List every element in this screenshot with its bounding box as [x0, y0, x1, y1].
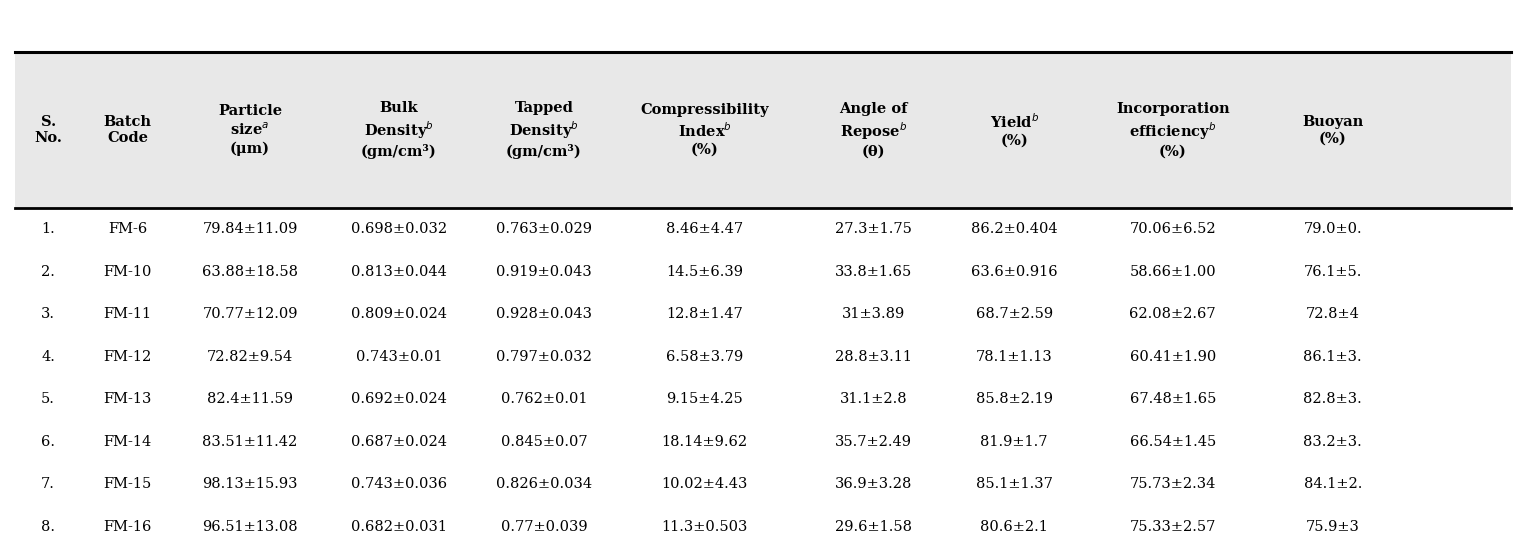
Text: 0.743±0.01: 0.743±0.01	[356, 349, 443, 363]
Text: 82.4±11.59: 82.4±11.59	[208, 392, 293, 406]
Text: 8.: 8.	[41, 519, 55, 534]
Text: 14.5±6.39: 14.5±6.39	[667, 265, 743, 279]
Text: 79.84±11.09: 79.84±11.09	[203, 222, 298, 236]
Text: 6.58±3.79: 6.58±3.79	[665, 349, 743, 363]
Text: 75.73±2.34: 75.73±2.34	[1129, 477, 1216, 491]
Bar	[15, 52, 1511, 208]
Text: 84.1±2.: 84.1±2.	[1303, 477, 1363, 491]
Text: 76.1±5.: 76.1±5.	[1303, 265, 1363, 279]
Text: 63.6±0.916: 63.6±0.916	[971, 265, 1058, 279]
Text: 80.6±2.1: 80.6±2.1	[980, 519, 1048, 534]
Text: 60.41±1.90: 60.41±1.90	[1129, 349, 1216, 363]
Text: FM-11: FM-11	[104, 307, 151, 321]
Text: 10.02±4.43: 10.02±4.43	[661, 477, 748, 491]
Text: 36.9±3.28: 36.9±3.28	[835, 477, 913, 491]
Text: 11.3±0.503: 11.3±0.503	[661, 519, 748, 534]
Text: S.
No.: S. No.	[34, 114, 63, 145]
Text: 0.845±0.07: 0.845±0.07	[501, 435, 588, 449]
Text: 31.1±2.8: 31.1±2.8	[839, 392, 908, 406]
Text: 0.743±0.036: 0.743±0.036	[351, 477, 447, 491]
Text: 8.46±4.47: 8.46±4.47	[667, 222, 743, 236]
Text: 70.06±6.52: 70.06±6.52	[1129, 222, 1216, 236]
Text: 0.919±0.043: 0.919±0.043	[496, 265, 592, 279]
Text: 67.48±1.65: 67.48±1.65	[1129, 392, 1216, 406]
Text: 0.826±0.034: 0.826±0.034	[496, 477, 592, 491]
Text: FM-12: FM-12	[104, 349, 151, 363]
Text: Batch
Code: Batch Code	[104, 114, 151, 145]
Text: 79.0±0.: 79.0±0.	[1303, 222, 1363, 236]
Text: 66.54±1.45: 66.54±1.45	[1129, 435, 1216, 449]
Text: 72.8±4: 72.8±4	[1306, 307, 1360, 321]
Text: Buoyan
(%): Buoyan (%)	[1302, 114, 1363, 145]
Text: 27.3±1.75: 27.3±1.75	[835, 222, 913, 236]
Text: 1.: 1.	[41, 222, 55, 236]
Text: 33.8±1.65: 33.8±1.65	[835, 265, 913, 279]
Text: 0.682±0.031: 0.682±0.031	[351, 519, 447, 534]
Text: 85.1±1.37: 85.1±1.37	[975, 477, 1053, 491]
Text: 9.15±4.25: 9.15±4.25	[667, 392, 743, 406]
Text: 0.809±0.024: 0.809±0.024	[351, 307, 447, 321]
Text: FM-15: FM-15	[104, 477, 151, 491]
Text: 0.763±0.029: 0.763±0.029	[496, 222, 592, 236]
Text: 63.88±18.58: 63.88±18.58	[201, 265, 298, 279]
Text: 83.51±11.42: 83.51±11.42	[203, 435, 298, 449]
Text: 4.: 4.	[41, 349, 55, 363]
Text: 0.813±0.044: 0.813±0.044	[351, 265, 447, 279]
Text: Yield$^{b}$
(%): Yield$^{b}$ (%)	[989, 112, 1039, 148]
Text: Bulk
Density$^{b}$
(gm/cm³): Bulk Density$^{b}$ (gm/cm³)	[362, 101, 436, 159]
Text: 2.: 2.	[41, 265, 55, 279]
Text: FM-13: FM-13	[104, 392, 151, 406]
Text: 3.: 3.	[41, 307, 55, 321]
Text: 0.698±0.032: 0.698±0.032	[351, 222, 447, 236]
Text: FM-10: FM-10	[104, 265, 151, 279]
Text: Particle
size$^{a}$
(μm): Particle size$^{a}$ (μm)	[218, 104, 282, 156]
Text: 78.1±1.13: 78.1±1.13	[975, 349, 1053, 363]
Text: FM-16: FM-16	[104, 519, 151, 534]
Text: 0.692±0.024: 0.692±0.024	[351, 392, 447, 406]
Text: 62.08±2.67: 62.08±2.67	[1129, 307, 1216, 321]
Text: 0.762±0.01: 0.762±0.01	[501, 392, 588, 406]
Text: 0.797±0.032: 0.797±0.032	[496, 349, 592, 363]
Text: 0.687±0.024: 0.687±0.024	[351, 435, 447, 449]
Text: 96.51±13.08: 96.51±13.08	[203, 519, 298, 534]
Text: 6.: 6.	[41, 435, 55, 449]
Text: Incorporation
efficiency$^{b}$
(%): Incorporation efficiency$^{b}$ (%)	[1116, 102, 1230, 158]
Text: 0.77±0.039: 0.77±0.039	[501, 519, 588, 534]
Text: FM-6: FM-6	[108, 222, 146, 236]
Text: 31±3.89: 31±3.89	[842, 307, 905, 321]
Text: 58.66±1.00: 58.66±1.00	[1129, 265, 1216, 279]
Text: 7.: 7.	[41, 477, 55, 491]
Text: 68.7±2.59: 68.7±2.59	[975, 307, 1053, 321]
Text: 70.77±12.09: 70.77±12.09	[203, 307, 298, 321]
Text: FM-14: FM-14	[104, 435, 151, 449]
Text: Compressibility
Index$^{b}$
(%): Compressibility Index$^{b}$ (%)	[641, 103, 769, 157]
Text: 29.6±1.58: 29.6±1.58	[835, 519, 913, 534]
Text: 83.2±3.: 83.2±3.	[1303, 435, 1363, 449]
Text: 0.928±0.043: 0.928±0.043	[496, 307, 592, 321]
Text: 28.8±3.11: 28.8±3.11	[835, 349, 913, 363]
Text: 86.1±3.: 86.1±3.	[1303, 349, 1363, 363]
Text: 5.: 5.	[41, 392, 55, 406]
Text: Tapped
Density$^{b}$
(gm/cm³): Tapped Density$^{b}$ (gm/cm³)	[507, 101, 581, 159]
Text: 12.8±1.47: 12.8±1.47	[667, 307, 743, 321]
Text: 75.33±2.57: 75.33±2.57	[1129, 519, 1216, 534]
Text: 86.2±0.404: 86.2±0.404	[971, 222, 1058, 236]
Text: 18.14±9.62: 18.14±9.62	[662, 435, 748, 449]
Text: Angle of
Repose$^{b}$
(θ): Angle of Repose$^{b}$ (θ)	[839, 102, 908, 158]
Text: 98.13±15.93: 98.13±15.93	[203, 477, 298, 491]
Text: 35.7±2.49: 35.7±2.49	[835, 435, 913, 449]
Text: 81.9±1.7: 81.9±1.7	[981, 435, 1048, 449]
Text: 85.8±2.19: 85.8±2.19	[975, 392, 1053, 406]
Text: 82.8±3.: 82.8±3.	[1303, 392, 1363, 406]
Text: 72.82±9.54: 72.82±9.54	[208, 349, 293, 363]
Text: 75.9±3: 75.9±3	[1306, 519, 1360, 534]
